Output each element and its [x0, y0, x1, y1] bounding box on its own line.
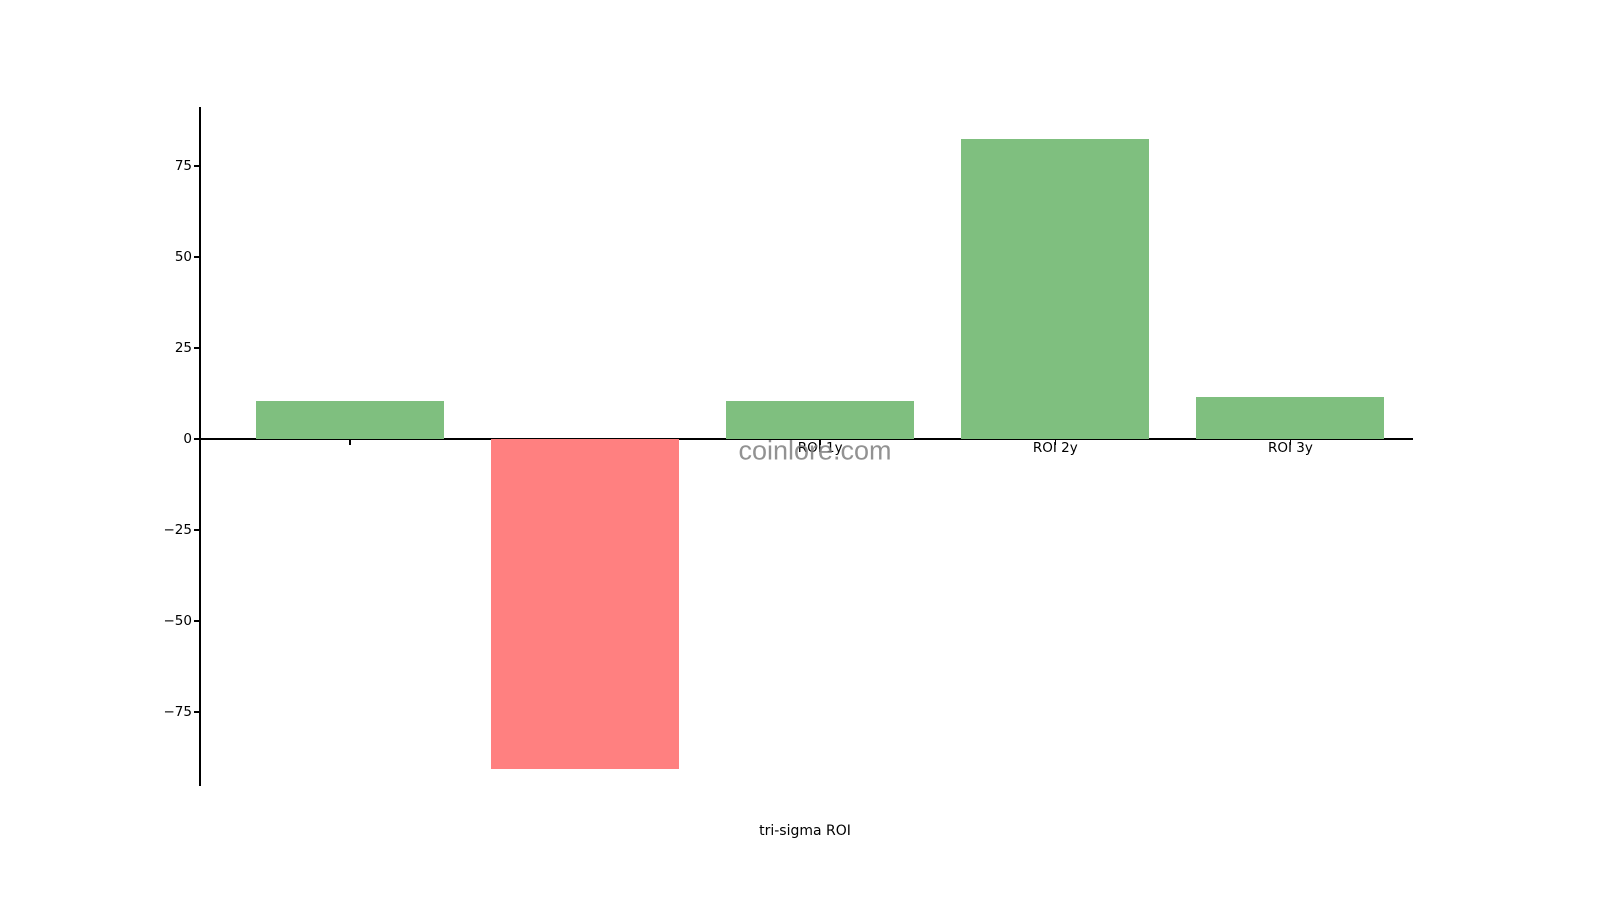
y-tick-label: 0 — [183, 430, 192, 447]
y-tick — [194, 529, 200, 531]
watermark: coinlore.com — [738, 435, 892, 466]
x-tick — [1289, 439, 1292, 445]
y-tick — [194, 620, 200, 622]
bar-roi-1y — [726, 401, 915, 439]
y-tick-label: −50 — [163, 612, 193, 629]
y-tick — [194, 165, 200, 167]
y-axis-spine — [199, 107, 201, 786]
bar-unlabeled-2 — [491, 439, 680, 770]
y-tick — [194, 711, 200, 713]
x-tick-label: ROI 2y — [1032, 440, 1078, 456]
bar-unlabeled-1 — [256, 401, 444, 439]
y-tick — [194, 347, 200, 349]
x-tick-label: ROI 1y — [797, 440, 843, 456]
y-tick-label: −75 — [163, 703, 193, 720]
bar-roi-3y — [1196, 397, 1385, 439]
x-tick — [1054, 439, 1057, 445]
y-tick — [194, 256, 200, 258]
x-axis-title: tri-sigma ROI — [759, 823, 851, 839]
y-tick-label: 75 — [174, 157, 192, 174]
y-tick-label: 25 — [174, 339, 192, 356]
x-tick — [349, 439, 351, 445]
bar-roi-2y — [961, 139, 1150, 439]
y-tick — [194, 438, 200, 440]
x-tick — [819, 439, 821, 445]
y-tick-label: −25 — [163, 521, 193, 538]
y-tick-label: 50 — [174, 248, 192, 265]
x-tick-label: ROI 3y — [1267, 440, 1313, 456]
